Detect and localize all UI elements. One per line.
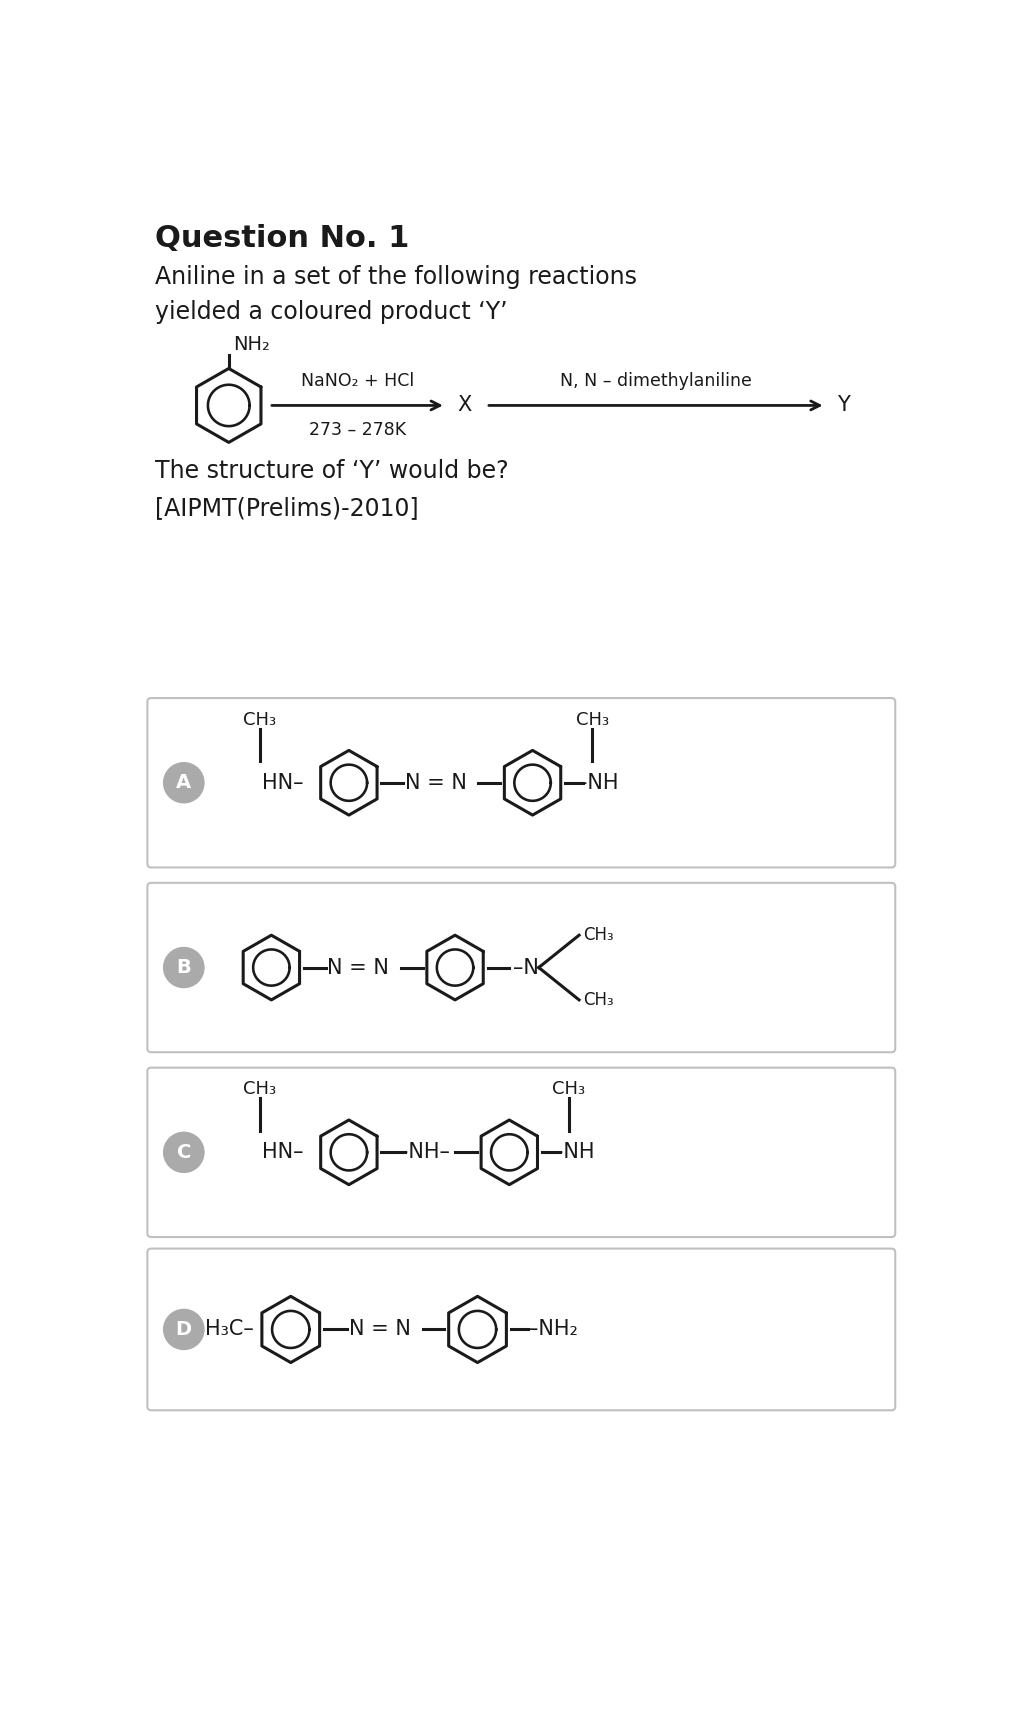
- Text: –NH: –NH: [577, 773, 618, 793]
- Text: The structure of ‘Y’ would be?: The structure of ‘Y’ would be?: [155, 460, 509, 483]
- Text: N = N: N = N: [404, 773, 467, 793]
- FancyBboxPatch shape: [147, 884, 895, 1052]
- Text: N = N: N = N: [349, 1319, 411, 1340]
- FancyBboxPatch shape: [147, 1248, 895, 1410]
- Text: C: C: [176, 1142, 191, 1161]
- Circle shape: [164, 948, 204, 988]
- Text: Aniline in a set of the following reactions: Aniline in a set of the following reacti…: [155, 266, 637, 290]
- Text: Question No. 1: Question No. 1: [155, 224, 410, 253]
- Text: 273 – 278K: 273 – 278K: [309, 420, 406, 439]
- Circle shape: [164, 1132, 204, 1172]
- Text: CH₃: CH₃: [243, 710, 276, 729]
- Text: N = N: N = N: [328, 958, 389, 977]
- Text: H₃C–: H₃C–: [205, 1319, 254, 1340]
- Text: D: D: [176, 1319, 191, 1338]
- Text: Y: Y: [838, 396, 850, 415]
- Text: X: X: [458, 396, 472, 415]
- Text: NH₂: NH₂: [233, 335, 270, 354]
- Circle shape: [164, 762, 204, 802]
- Text: CH₃: CH₃: [583, 927, 613, 944]
- Text: A: A: [176, 773, 191, 792]
- Text: B: B: [176, 958, 191, 977]
- Text: –NH₂: –NH₂: [528, 1319, 578, 1340]
- Text: –NH: –NH: [554, 1142, 595, 1163]
- Text: CH₃: CH₃: [552, 1080, 586, 1099]
- Text: N, N – dimethylaniline: N, N – dimethylaniline: [560, 372, 752, 391]
- Text: yielded a coloured product ‘Y’: yielded a coloured product ‘Y’: [155, 300, 508, 325]
- Text: CH₃: CH₃: [575, 710, 609, 729]
- Text: –NH–: –NH–: [398, 1142, 450, 1163]
- FancyBboxPatch shape: [147, 1068, 895, 1238]
- FancyBboxPatch shape: [147, 698, 895, 868]
- Text: CH₃: CH₃: [243, 1080, 276, 1099]
- Text: NaNO₂ + HCl: NaNO₂ + HCl: [301, 372, 414, 391]
- Text: HN–: HN–: [262, 773, 303, 793]
- Circle shape: [164, 1309, 204, 1349]
- Text: [AIPMT(Prelims)-2010]: [AIPMT(Prelims)-2010]: [155, 496, 419, 521]
- Text: HN–: HN–: [262, 1142, 303, 1163]
- Text: CH₃: CH₃: [583, 991, 613, 1009]
- Text: –N: –N: [513, 958, 539, 977]
